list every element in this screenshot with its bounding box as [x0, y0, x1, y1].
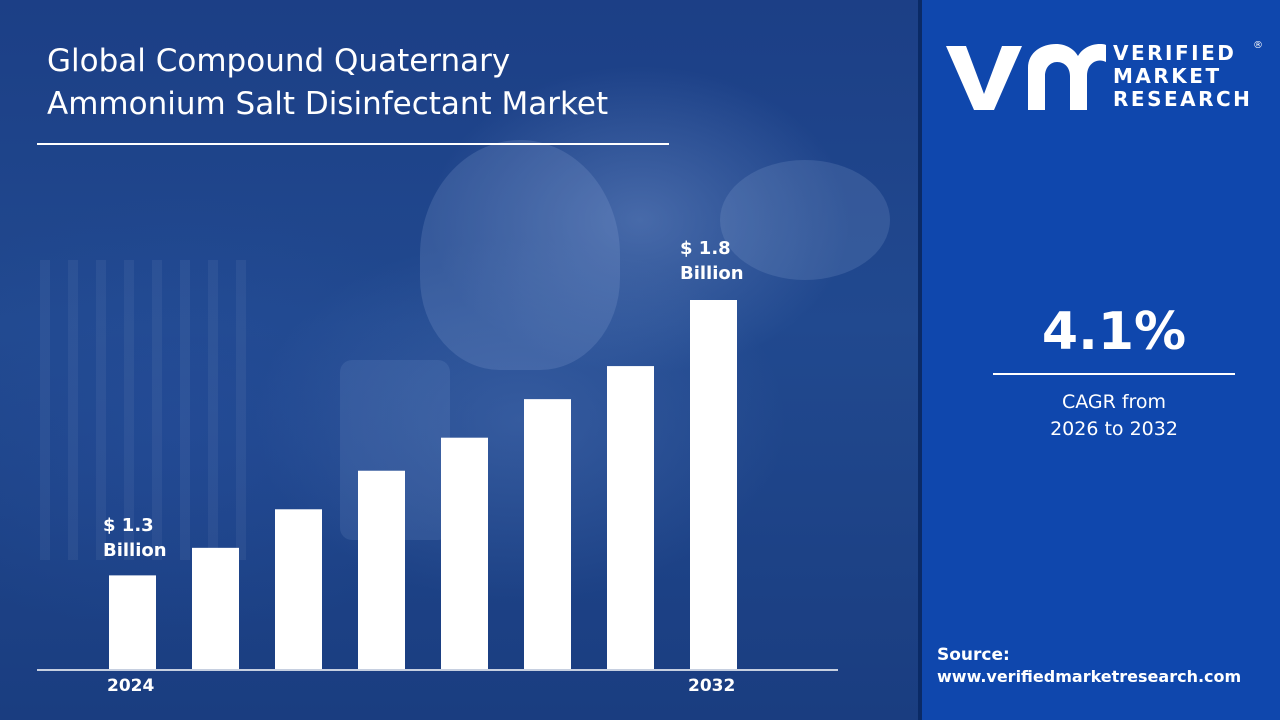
bar-4 [358, 470, 405, 669]
logo-v-mark [946, 46, 1022, 110]
bar-6 [524, 399, 571, 669]
x-tick-label-first: 2024 [107, 676, 155, 696]
bar-chart [37, 300, 838, 671]
cagr-divider [993, 373, 1235, 375]
cagr-value: 4.1% [1041, 302, 1187, 362]
registered-mark: ® [1253, 40, 1263, 51]
title-underline [37, 143, 669, 145]
bar-3 [275, 509, 322, 669]
cagr-caption: CAGR from 2026 to 2032 [1050, 391, 1178, 440]
chart-title: Global Compound Quaternary Ammonium Salt… [47, 43, 609, 122]
background-tubes-shape [40, 260, 260, 560]
bar-7 [607, 366, 654, 669]
logo-m-mark [1028, 44, 1106, 110]
bar-1 [109, 575, 156, 669]
bar-5 [441, 437, 488, 669]
panel-divider [918, 0, 922, 720]
background-flask-shape [420, 140, 620, 370]
bar-2 [192, 547, 239, 669]
summary-panel [922, 0, 1280, 720]
logo-wordmark: VERIFIED MARKET RESEARCH [1113, 41, 1253, 111]
source-url[interactable]: www.verifiedmarketresearch.com [937, 667, 1242, 686]
bar-8 [690, 300, 737, 669]
x-tick-label-last: 2032 [688, 676, 736, 696]
source-label: Source: [937, 645, 1010, 665]
background-hand-shape [720, 160, 890, 280]
bars-group [109, 300, 737, 669]
verified-market-research-logo [946, 44, 1106, 110]
data-label-last-bar: $ 1.8 Billion [680, 238, 744, 284]
data-label-first-bar: $ 1.3 Billion [103, 515, 167, 562]
